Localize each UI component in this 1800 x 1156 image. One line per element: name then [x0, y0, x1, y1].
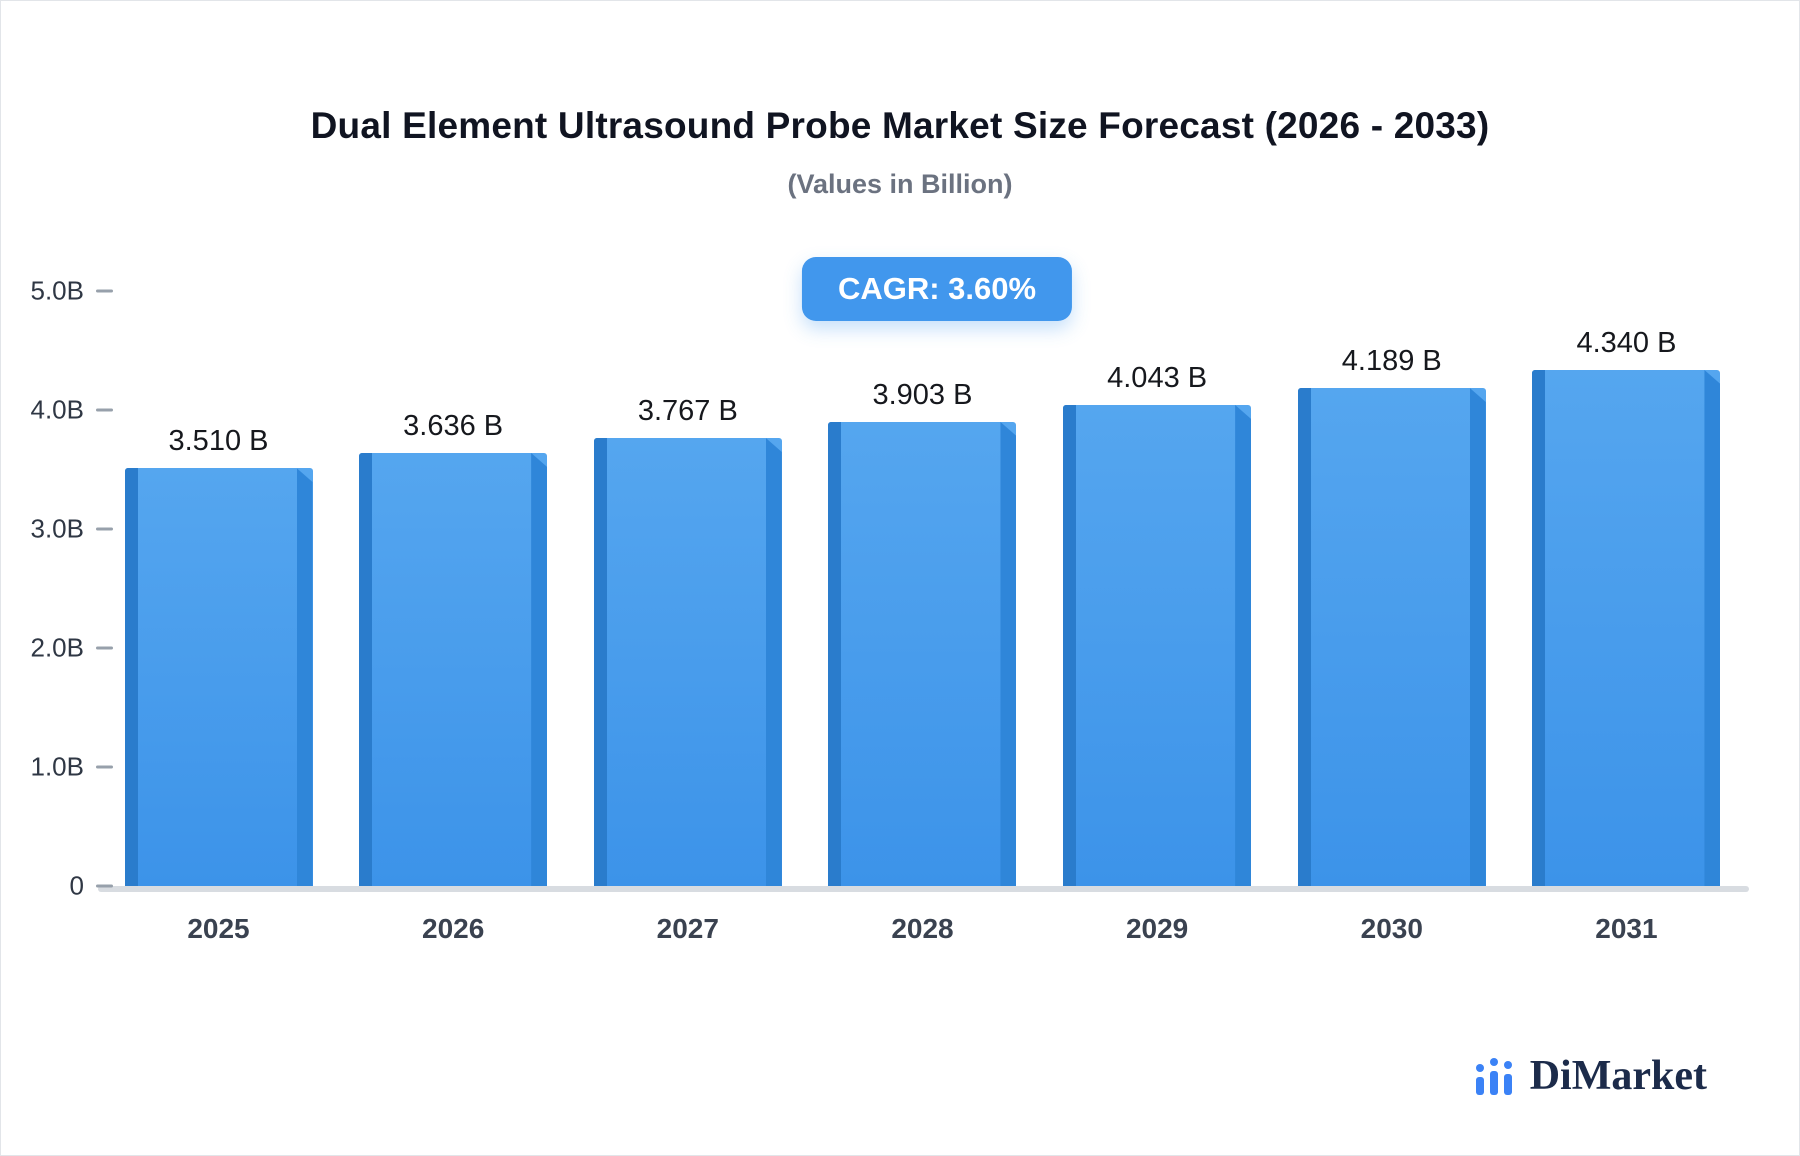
y-axis-tick: 5.0B	[1, 276, 113, 307]
bar-right-shade	[1704, 370, 1721, 886]
bar-value-label: 4.189 B	[1341, 345, 1442, 377]
bars-group: 3.510 B 3.636 B 3.767 B 3.903 B 4.043 B 4.189…	[116, 291, 1729, 886]
bar-value-label: 4.043 B	[1107, 362, 1208, 394]
x-axis-label: 2029	[1125, 913, 1189, 944]
y-axis-tick-mark	[96, 884, 113, 888]
y-axis-tick: 1.0B	[1, 752, 113, 783]
y-axis-tick-mark	[96, 289, 113, 293]
bar	[1297, 388, 1486, 886]
bar	[1532, 370, 1721, 886]
bar-value-label: 3.636 B	[403, 410, 504, 442]
y-axis-label: 1.0B	[30, 751, 85, 782]
y-axis-label: 5.0B	[30, 275, 85, 306]
bar-value-label: 3.767 B	[637, 395, 738, 427]
bar-group-2030: 4.189 B	[1289, 345, 1494, 886]
bar-left-shade	[1063, 405, 1077, 886]
bar-left-shade	[359, 453, 373, 886]
y-axis-tick: 3.0B	[1, 514, 113, 545]
dimarket-logo: DiMarket	[1472, 1051, 1707, 1097]
bar-right-shade	[531, 453, 548, 886]
y-axis-tick-mark	[96, 408, 113, 412]
y-axis-tick: 0	[1, 871, 113, 902]
bar-value-label: 3.510 B	[168, 425, 269, 457]
x-axis-label: 2028	[891, 913, 954, 944]
x-axis-line	[98, 886, 1749, 892]
bar-group-2028: 3.903 B	[820, 379, 1025, 886]
y-axis-label: 0	[69, 870, 84, 901]
y-axis-label: 4.0B	[30, 394, 85, 425]
bar-group-2031: 4.340 B	[1524, 327, 1729, 886]
bar-right-shade	[1000, 422, 1017, 886]
dimarket-logo-icon	[1472, 1051, 1518, 1097]
dimarket-logo-text: DiMarket	[1529, 1053, 1707, 1099]
bar-left-shade	[1532, 370, 1546, 886]
y-axis-tick: 4.0B	[1, 395, 113, 426]
y-axis: 5.0B 4.0B 3.0B 2.0B 1.0B 0	[31, 276, 1729, 901]
bar-group-2029: 4.043 B	[1055, 362, 1260, 886]
bar	[359, 453, 548, 886]
x-axis-label: 2030	[1360, 913, 1423, 944]
chart-subtitle: (Values in Billion)	[787, 169, 1013, 199]
bar-group-2026: 3.636 B	[351, 410, 556, 886]
bar-right-shade	[296, 468, 313, 886]
y-axis-label: 2.0B	[30, 632, 85, 663]
bar-right-shade	[765, 438, 782, 886]
x-axis-label: 2025	[187, 913, 250, 944]
y-axis-tick-mark	[96, 646, 113, 650]
x-axis-label: 2026	[422, 913, 485, 944]
cagr-badge: CAGR: 3.60%	[801, 257, 1073, 321]
chart-title: Dual Element Ultrasound Probe Market Siz…	[310, 105, 1490, 146]
bar-value-label: 4.340 B	[1576, 327, 1677, 359]
bar	[593, 438, 782, 886]
bar-left-shade	[593, 438, 607, 886]
bar	[828, 422, 1017, 886]
bar-left-shade	[124, 468, 138, 886]
x-axis: 2025 2026 2027 2028 2029 2030 2031	[116, 913, 1729, 945]
plot-area: 5.0B 4.0B 3.0B 2.0B 1.0B 0 3.510 B 3.636 B 3.76…	[31, 276, 1729, 901]
x-axis-label: 2027	[656, 913, 719, 944]
y-axis-tick-mark	[96, 765, 113, 769]
bar-group-2025: 3.510 B	[116, 425, 321, 886]
bar-right-shade	[1469, 388, 1486, 886]
y-axis-tick: 2.0B	[1, 633, 113, 664]
y-axis-label: 3.0B	[30, 513, 85, 544]
bar	[124, 468, 313, 886]
y-axis-tick-mark	[96, 527, 113, 531]
bar	[1063, 405, 1252, 886]
bar-left-shade	[1297, 388, 1311, 886]
bar-left-shade	[828, 422, 842, 886]
bar-value-label: 3.903 B	[872, 379, 973, 411]
bar-group-2027: 3.767 B	[585, 395, 790, 886]
x-axis-label: 2031	[1595, 913, 1658, 944]
bar-right-shade	[1235, 405, 1252, 886]
